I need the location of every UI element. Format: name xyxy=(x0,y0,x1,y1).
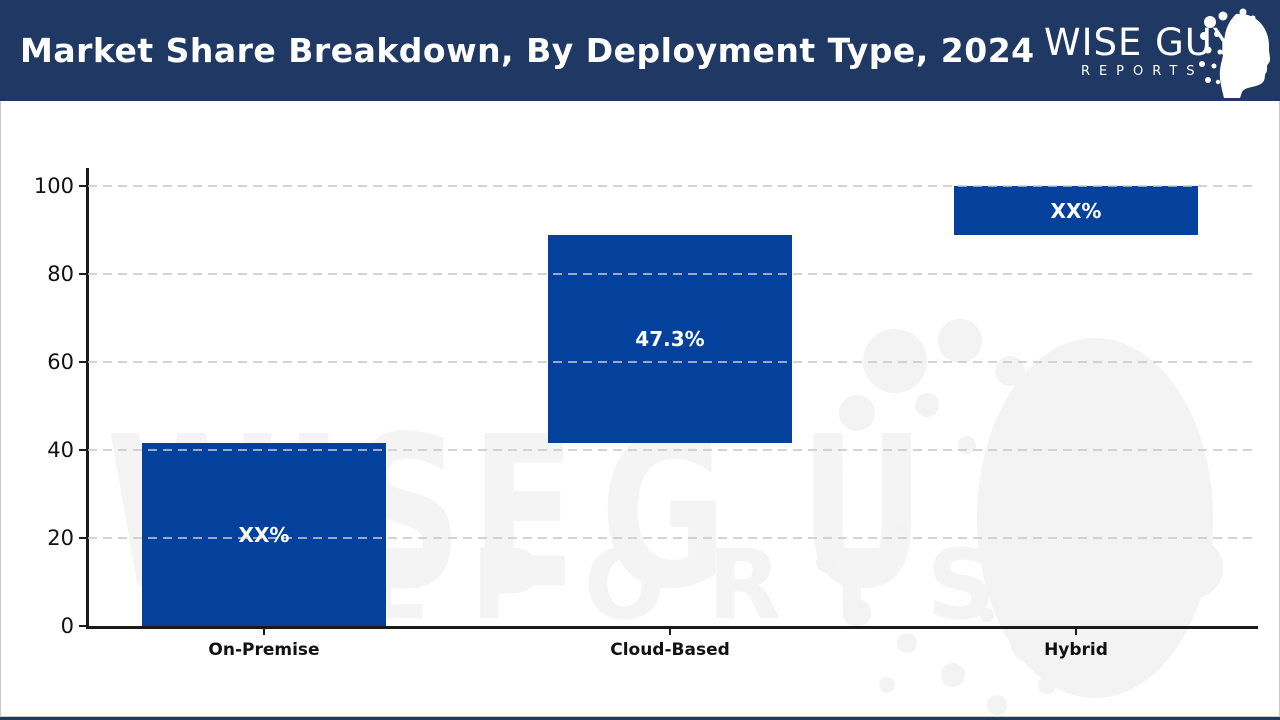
bar-value-label-1: 47.3% xyxy=(635,327,705,352)
gridline-40 xyxy=(88,449,1256,451)
logo-face-icon xyxy=(1199,8,1271,98)
y-tick-label-0: 0 xyxy=(60,614,74,638)
gridline-20 xyxy=(88,537,1256,539)
x-axis-line xyxy=(86,626,1258,629)
y-tick-label-40: 40 xyxy=(47,438,74,462)
logo-brand-text: WISE GUY xyxy=(1044,21,1237,64)
logo-sub-text: REPORTS xyxy=(1080,64,1204,79)
x-category-label-2: Hybrid xyxy=(1044,640,1108,660)
x-axis-tick-2 xyxy=(1075,628,1077,635)
y-axis-tick-0 xyxy=(79,625,86,627)
y-axis-line xyxy=(86,168,89,628)
y-axis-tick-80 xyxy=(79,273,86,275)
y-axis-tick-20 xyxy=(79,537,86,539)
frame-border-bottom xyxy=(0,716,1280,717)
wise-guy-logo: WISE GUY REPORTS xyxy=(1010,6,1274,98)
bar-cloud-based xyxy=(548,235,792,444)
y-axis-tick-100 xyxy=(79,185,86,187)
chart-title: Market Share Breakdown, By Deployment Ty… xyxy=(20,31,1035,70)
y-tick-label-20: 20 xyxy=(47,526,74,550)
y-tick-label-60: 60 xyxy=(47,350,74,374)
gridline-80 xyxy=(88,273,1256,275)
plot-area: WISE GUY REPORTS 020406080100XX%On-Premi… xyxy=(0,101,1280,720)
x-axis-tick-1 xyxy=(669,628,671,635)
bar-value-label-0: XX% xyxy=(238,522,290,547)
bar-value-label-2: XX% xyxy=(1050,198,1102,223)
gridline-100 xyxy=(88,185,1256,187)
x-axis-tick-0 xyxy=(263,628,265,635)
x-category-label-0: On-Premise xyxy=(208,640,320,660)
y-axis-tick-60 xyxy=(79,361,86,363)
gridline-60 xyxy=(88,361,1256,363)
bar-on-premise xyxy=(142,443,386,626)
bar-hybrid xyxy=(954,186,1198,236)
x-category-label-1: Cloud-Based xyxy=(610,640,730,660)
watermark-face-icon xyxy=(816,319,1223,715)
footer-accent-strip xyxy=(0,717,1280,720)
frame-border-left xyxy=(0,101,1,717)
y-tick-label-80: 80 xyxy=(47,262,74,286)
header-band: Market Share Breakdown, By Deployment Ty… xyxy=(0,0,1280,101)
logo-text-block: WISE GUY REPORTS xyxy=(1044,21,1237,80)
y-axis-tick-40 xyxy=(79,449,86,451)
y-tick-label-100: 100 xyxy=(33,174,74,198)
